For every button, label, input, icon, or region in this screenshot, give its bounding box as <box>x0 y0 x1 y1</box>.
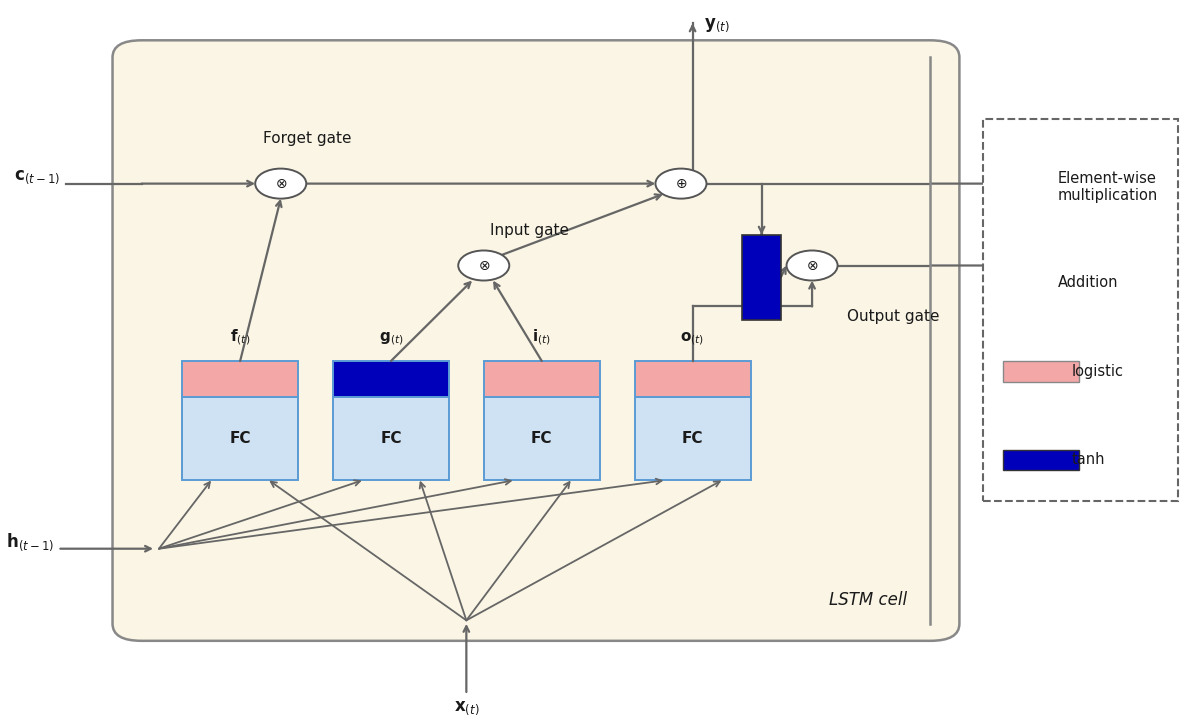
Bar <box>182 361 298 397</box>
Text: $\mathbf{c}_{(t-1)}$: $\mathbf{c}_{(t-1)}$ <box>14 168 60 186</box>
Circle shape <box>458 250 509 280</box>
Text: $\mathbf{x}_{(t)}$: $\mathbf{x}_{(t)}$ <box>454 699 479 717</box>
Text: Forget gate: Forget gate <box>263 131 352 146</box>
Text: $\otimes$: $\otimes$ <box>478 259 490 272</box>
Circle shape <box>786 250 838 280</box>
Text: $\otimes$: $\otimes$ <box>806 259 818 272</box>
Text: Addition: Addition <box>1058 275 1118 290</box>
Bar <box>182 397 298 480</box>
Text: $\mathbf{h}_{(t)}$: $\mathbf{h}_{(t)}$ <box>1064 248 1091 270</box>
Circle shape <box>256 168 306 199</box>
FancyBboxPatch shape <box>113 40 960 641</box>
Text: $\mathbf{c}_{(t)}$: $\mathbf{c}_{(t)}$ <box>1064 168 1088 186</box>
FancyBboxPatch shape <box>983 119 1177 501</box>
Bar <box>743 234 781 320</box>
Bar <box>1003 450 1079 470</box>
Text: logistic: logistic <box>1072 364 1124 379</box>
Circle shape <box>996 269 1043 296</box>
Text: $\oplus$: $\oplus$ <box>1014 275 1026 290</box>
Text: FC: FC <box>682 431 703 446</box>
Text: $\oplus$: $\oplus$ <box>674 176 688 191</box>
Text: FC: FC <box>532 431 552 446</box>
Bar <box>484 397 600 480</box>
Bar <box>484 361 600 397</box>
Text: Input gate: Input gate <box>490 223 569 238</box>
Bar <box>635 361 750 397</box>
Bar <box>332 361 449 397</box>
Text: FC: FC <box>380 431 402 446</box>
Text: $\mathbf{g}_{(t)}$: $\mathbf{g}_{(t)}$ <box>379 331 403 348</box>
Bar <box>332 397 449 480</box>
Text: Element-wise
multiplication: Element-wise multiplication <box>1058 171 1158 203</box>
Text: tanh: tanh <box>1072 452 1105 467</box>
Text: LSTM cell: LSTM cell <box>829 591 907 609</box>
Text: $\mathbf{y}_{(t)}$: $\mathbf{y}_{(t)}$ <box>704 16 730 34</box>
Text: $\otimes$: $\otimes$ <box>275 176 287 191</box>
Text: $\mathbf{f}_{(t)}$: $\mathbf{f}_{(t)}$ <box>230 328 251 348</box>
Text: FC: FC <box>229 431 251 446</box>
Text: $\mathbf{i}_{(t)}$: $\mathbf{i}_{(t)}$ <box>533 328 551 348</box>
Text: $\mathbf{h}_{(t-1)}$: $\mathbf{h}_{(t-1)}$ <box>6 531 54 553</box>
Text: $\otimes$: $\otimes$ <box>1014 180 1026 194</box>
Bar <box>635 397 750 480</box>
Circle shape <box>996 174 1043 201</box>
Bar <box>1003 361 1079 381</box>
Text: $\mathbf{o}_{(t)}$: $\mathbf{o}_{(t)}$ <box>680 331 704 348</box>
Circle shape <box>655 168 707 199</box>
Text: Output gate: Output gate <box>847 309 940 324</box>
